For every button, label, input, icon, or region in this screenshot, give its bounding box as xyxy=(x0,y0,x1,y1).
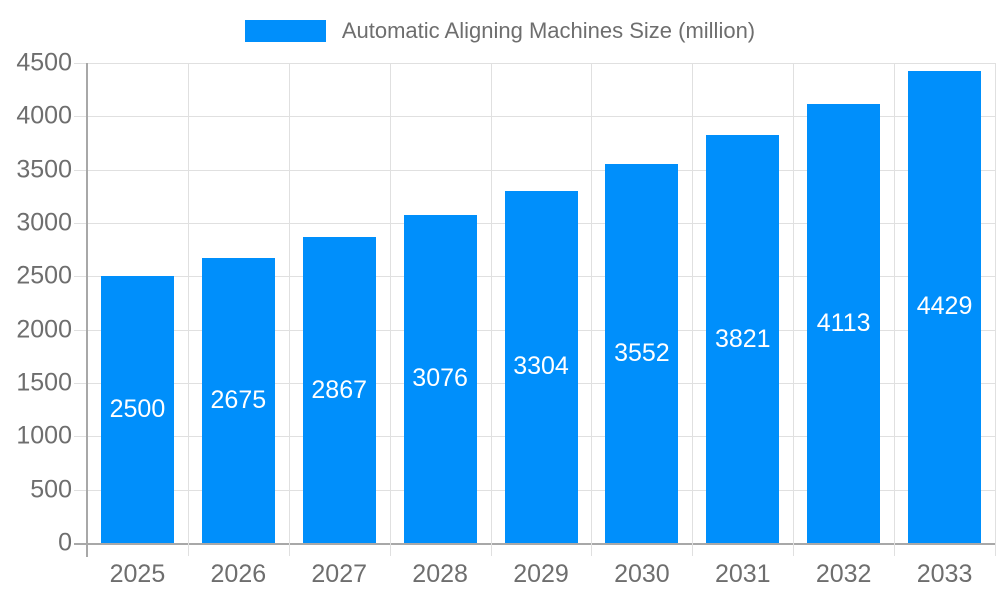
vertical-gridline xyxy=(288,63,290,556)
bar[interactable]: 2675 xyxy=(201,257,275,543)
x-tick-label: 2026 xyxy=(210,560,267,588)
plot-area: 2500 2675 2867 3076 3304 3552 3821 4113 4429 xyxy=(74,63,996,557)
y-tick-label: 500 xyxy=(30,475,72,504)
y-tick-label: 3500 xyxy=(16,155,72,184)
bar[interactable]: 4113 xyxy=(807,104,881,543)
horizontal-gridline xyxy=(74,63,995,64)
x-tick-label: 2033 xyxy=(916,560,973,588)
horizontal-gridline xyxy=(74,116,995,118)
y-tick-label: 1500 xyxy=(16,368,72,397)
bar-value-label: 2867 xyxy=(311,375,368,404)
x-tick-label: 2032 xyxy=(815,560,872,588)
vertical-gridline xyxy=(692,63,694,556)
x-tick-label: 2027 xyxy=(311,560,368,588)
bar[interactable]: 2867 xyxy=(302,237,376,543)
legend-swatch-icon xyxy=(244,20,326,42)
x-tick-label: 2025 xyxy=(109,560,166,588)
bar[interactable]: 3076 xyxy=(403,214,477,543)
vertical-gridline xyxy=(793,63,795,556)
horizontal-gridline xyxy=(74,169,995,171)
x-tick-label: 2031 xyxy=(714,560,771,588)
bar-value-label: 2500 xyxy=(109,395,166,424)
bar-value-label: 3552 xyxy=(614,339,670,368)
vertical-gridline xyxy=(894,63,896,556)
y-tick-label: 2000 xyxy=(16,315,72,344)
x-tick-label: 2029 xyxy=(513,560,569,588)
vertical-gridline xyxy=(389,63,391,556)
bar-value-label: 2675 xyxy=(210,385,267,414)
legend: Automatic Aligning Machines Size (millio… xyxy=(0,19,1000,43)
bar-value-label: 3304 xyxy=(513,352,569,381)
x-axis-labels: 2025 2026 2027 2028 2029 2030 2031 2032 2033 xyxy=(87,562,995,592)
vertical-gridline xyxy=(490,63,492,556)
bar-value-label: 4113 xyxy=(816,309,871,338)
x-axis-line xyxy=(74,543,995,545)
y-axis-line xyxy=(86,63,88,557)
bar[interactable]: 3821 xyxy=(706,135,780,543)
x-tick-label: 2028 xyxy=(412,560,468,588)
bar-value-label: 4429 xyxy=(916,292,973,321)
y-tick-label: 1000 xyxy=(16,421,72,450)
y-tick-label: 0 xyxy=(58,528,72,557)
y-tick-label: 4500 xyxy=(16,48,72,77)
y-tick-label: 4000 xyxy=(16,101,72,130)
y-axis-labels: 0 500 1000 1500 2000 2500 3000 3500 4000 4500 xyxy=(0,50,72,555)
bar-value-label: 3076 xyxy=(412,364,468,393)
vertical-gridline xyxy=(187,63,189,556)
y-tick-label: 3000 xyxy=(16,208,72,237)
y-tick-label: 2500 xyxy=(16,261,72,290)
bar-value-label: 3821 xyxy=(714,324,771,353)
legend-item[interactable]: Automatic Aligning Machines Size (millio… xyxy=(244,18,756,43)
vertical-gridline xyxy=(591,63,593,556)
legend-label: Automatic Aligning Machines Size (millio… xyxy=(341,18,756,43)
bar[interactable]: 3552 xyxy=(605,164,679,543)
bar[interactable]: 3304 xyxy=(504,190,578,543)
vertical-gridline xyxy=(995,63,996,556)
bar[interactable]: 4429 xyxy=(908,70,982,543)
bar[interactable]: 2500 xyxy=(100,276,174,543)
x-tick-label: 2030 xyxy=(614,560,670,588)
